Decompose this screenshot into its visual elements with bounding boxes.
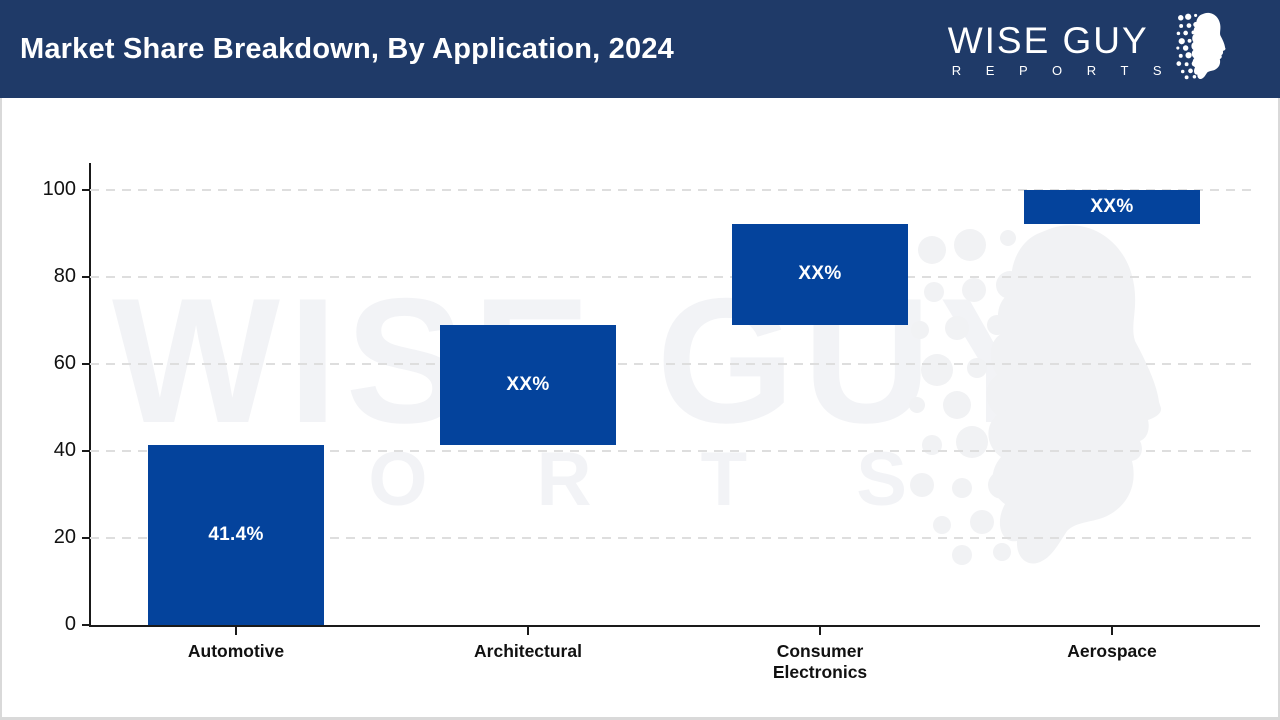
y-tick-100 <box>82 189 90 191</box>
y-tick-label-0: 0 <box>64 613 76 635</box>
gridline-60 <box>90 363 1258 365</box>
brand-name: WISE GUY <box>947 19 1149 61</box>
brand-logo-text: WISE GUY R E P O R T S <box>948 22 1172 77</box>
gridline-40 <box>90 450 1258 452</box>
gridline-80 <box>90 276 1258 278</box>
category-label-2: Consumer Electronics <box>772 641 868 682</box>
bar-value-label: XX% <box>506 373 550 395</box>
chart-canvas: WISE GUY P O R T S 0 20 40 60 80 100 41.4% Auto… <box>0 98 1280 720</box>
x-tick-1 <box>527 627 529 635</box>
header-banner: Market Share Breakdown, By Application, … <box>0 0 1280 98</box>
bar-value-label: XX% <box>1090 195 1134 217</box>
plot-area: 0 20 40 60 80 100 41.4% Automotive XX% Architectu… <box>2 98 1278 717</box>
y-tick-label-100: 100 <box>42 178 76 200</box>
bar-automotive: 41.4% <box>148 444 324 625</box>
y-tick-label-80: 80 <box>53 265 76 287</box>
category-label-1: Architectural <box>474 641 582 661</box>
x-tick-2 <box>819 627 821 635</box>
chart-title: Market Share Breakdown, By Application, … <box>20 32 674 65</box>
bar-architectural: XX% <box>440 324 616 445</box>
y-tick-80 <box>82 276 90 278</box>
x-axis-line <box>89 625 1260 627</box>
category-label-3: Aerospace <box>1067 641 1157 661</box>
x-tick-0 <box>235 627 237 635</box>
dotted-head-profile-icon <box>1176 12 1226 80</box>
bar-value-label: 41.4% <box>208 523 264 545</box>
y-tick-0 <box>82 624 90 626</box>
y-tick-20 <box>82 537 90 539</box>
x-tick-3 <box>1111 627 1113 635</box>
y-tick-label-20: 20 <box>53 526 76 548</box>
gridline-100 <box>90 189 1258 191</box>
y-tick-label-40: 40 <box>53 439 76 461</box>
bar-consumer-electronics: XX% <box>732 223 908 325</box>
brand-subtitle: R E P O R T S <box>951 62 1172 78</box>
brand-logo: WISE GUY R E P O R T S <box>948 8 1256 90</box>
y-tick-40 <box>82 450 90 452</box>
gridline-20 <box>90 537 1258 539</box>
bar-aerospace: XX% <box>1024 190 1200 224</box>
y-tick-label-60: 60 <box>53 352 76 374</box>
bar-value-label: XX% <box>798 263 842 285</box>
category-label-0: Automotive <box>187 641 285 661</box>
y-axis-line <box>89 163 91 627</box>
y-tick-60 <box>82 363 90 365</box>
